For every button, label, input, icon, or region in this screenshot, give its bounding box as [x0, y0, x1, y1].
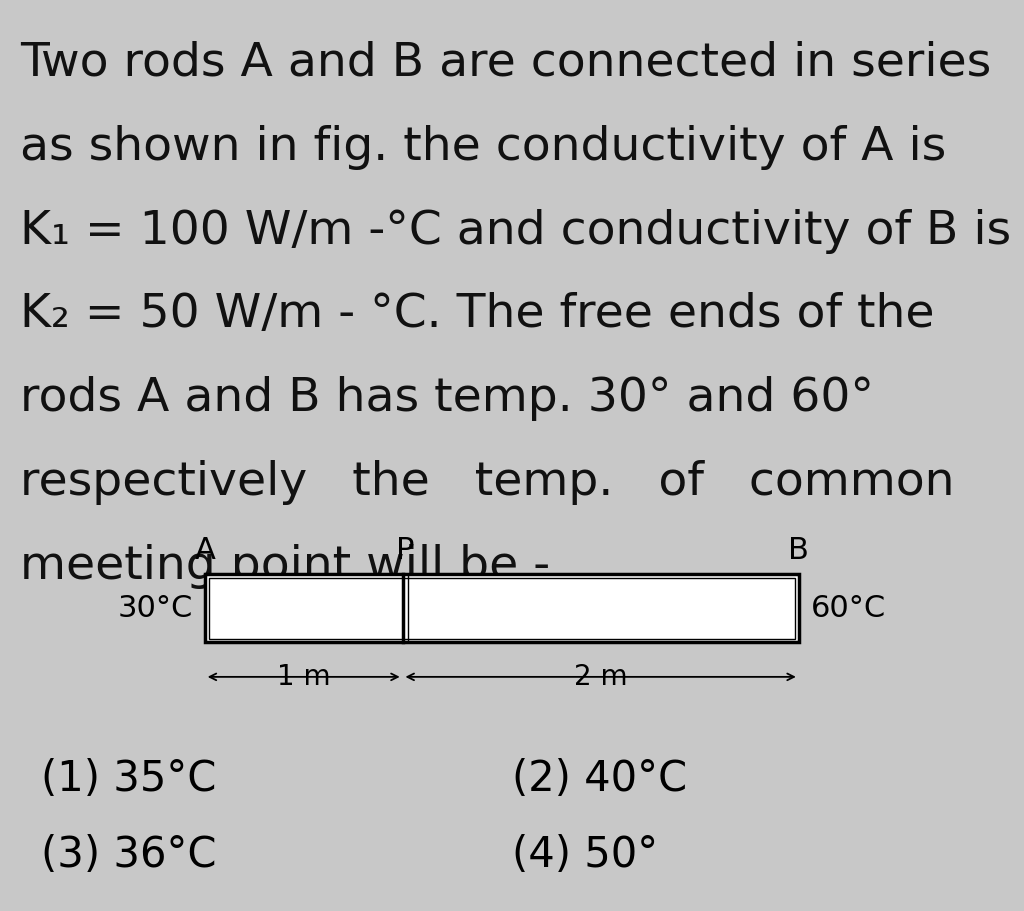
Text: meeting point will be -: meeting point will be -	[20, 544, 551, 589]
Text: 30°C: 30°C	[117, 594, 193, 622]
Text: 2 m: 2 m	[573, 663, 628, 691]
Text: B: B	[788, 536, 809, 565]
Bar	[209, 578, 795, 639]
Text: (3) 36°C: (3) 36°C	[41, 834, 216, 875]
Text: K₂ = 50 W/m - °C. The free ends of the: K₂ = 50 W/m - °C. The free ends of the	[20, 292, 935, 337]
Text: as shown in fig. the conductivity of A is: as shown in fig. the conductivity of A i…	[20, 125, 947, 169]
Text: (2) 40°C: (2) 40°C	[512, 758, 687, 800]
Text: 1 m: 1 m	[276, 663, 331, 691]
Text: 60°C: 60°C	[811, 594, 886, 622]
Text: K$_1$: K$_1$	[286, 590, 323, 626]
Text: rods A and B has temp. 30° and 60°: rods A and B has temp. 30° and 60°	[20, 376, 874, 421]
Text: (1) 35°C: (1) 35°C	[41, 758, 216, 800]
Text: A: A	[195, 536, 215, 565]
Text: respectively   the   temp.   of   common: respectively the temp. of common	[20, 460, 955, 505]
Bar	[205, 574, 799, 642]
Text: K$_2$: K$_2$	[583, 590, 620, 626]
Text: K₁ = 100 W/m -°C and conductivity of B is: K₁ = 100 W/m -°C and conductivity of B i…	[20, 209, 1012, 253]
Text: Two rods A and B are connected in series: Two rods A and B are connected in series	[20, 41, 991, 86]
Text: (4) 50°: (4) 50°	[512, 834, 658, 875]
Text: P: P	[396, 536, 415, 565]
